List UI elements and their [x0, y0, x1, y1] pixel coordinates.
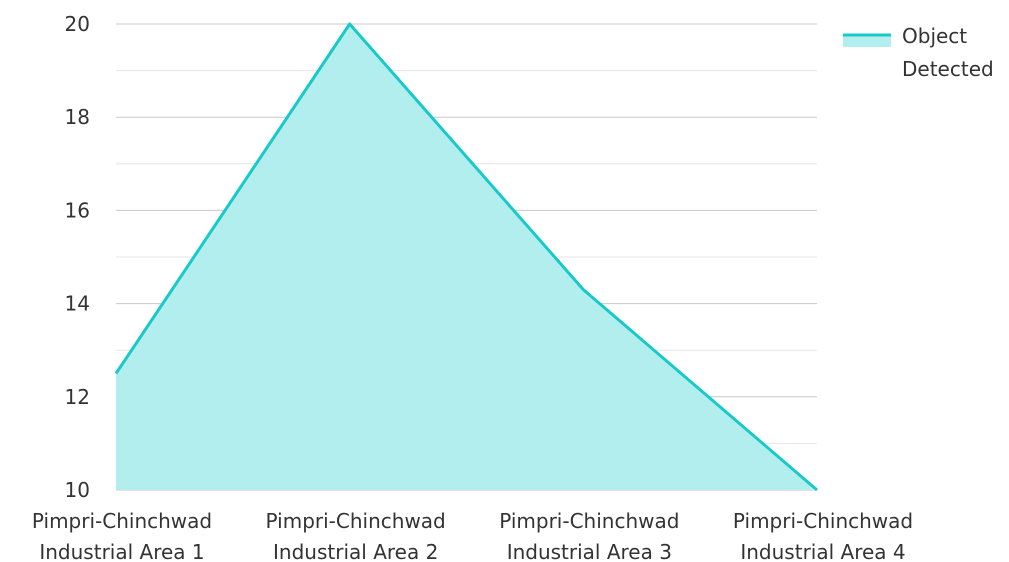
x-tick-label-line: Industrial Area 4	[740, 540, 905, 562]
legend-swatch-fill	[843, 35, 891, 47]
legend-label: Object Detected	[902, 24, 994, 81]
x-tick-label-line: Pimpri-Chinchwad	[266, 509, 446, 533]
y-tick-label: 12	[65, 385, 90, 409]
series-line	[114, 22, 818, 492]
y-axis: 10 12 14 16 18 20	[65, 12, 90, 502]
x-tick-label-line: Pimpri-Chinchwad	[733, 509, 913, 533]
x-tick-label-line: Pimpri-Chinchwad	[32, 509, 212, 533]
legend: Object Detected	[843, 24, 994, 81]
x-tick-label-line: Industrial Area 3	[507, 540, 672, 562]
legend-label-line: Object	[902, 24, 967, 48]
x-tick-label: Pimpri-Chinchwad Industrial Area 4	[733, 509, 913, 562]
x-tick-label-line: Pimpri-Chinchwad	[499, 509, 679, 533]
x-tick-label: Pimpri-Chinchwad Industrial Area 1	[32, 509, 212, 562]
x-axis: Pimpri-Chinchwad Industrial Area 1Pimpri-…	[32, 509, 913, 562]
y-tick-label: 20	[65, 12, 90, 36]
x-tick-label-line: Industrial Area 1	[39, 540, 204, 562]
y-tick-label: 14	[65, 292, 90, 316]
plot-area	[114, 22, 818, 492]
series-area-fill	[116, 24, 817, 490]
y-tick-label: 18	[65, 105, 90, 129]
legend-label-line: Detected	[902, 57, 994, 81]
x-tick-label: Pimpri-Chinchwad Industrial Area 2	[266, 509, 446, 562]
y-tick-label: 10	[65, 478, 90, 502]
y-tick-label: 16	[65, 198, 90, 222]
x-tick-label: Pimpri-Chinchwad Industrial Area 3	[499, 509, 679, 562]
x-tick-label-line: Industrial Area 2	[273, 540, 438, 562]
